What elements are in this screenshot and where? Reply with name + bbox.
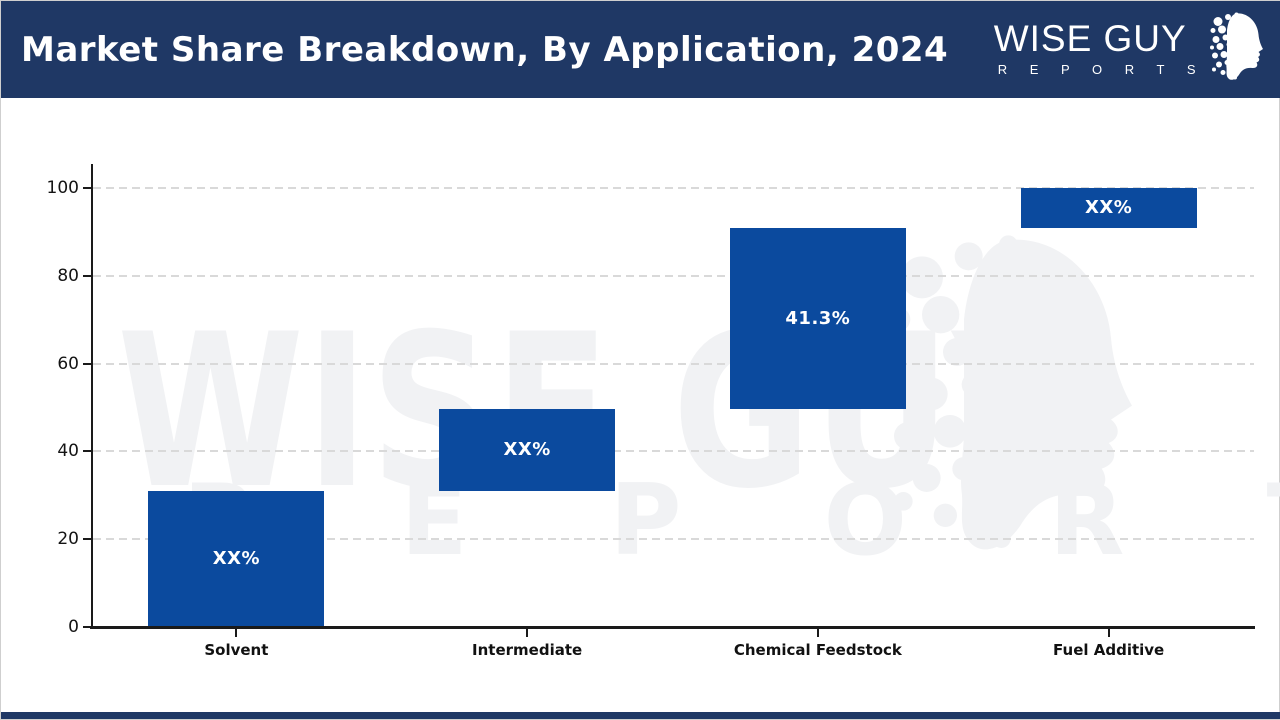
gridline-20 — [93, 538, 1254, 541]
y-tick-80 — [83, 274, 91, 277]
x-tick-2 — [816, 629, 819, 637]
bar-fuel-additive: XX% — [1020, 188, 1197, 228]
y-tick-40 — [83, 450, 91, 453]
x-category-label: Intermediate — [472, 641, 583, 659]
y-tick-label-100: 100 — [46, 178, 79, 198]
footer-bar — [1, 712, 1280, 719]
chart-area: WISE GUY R E P O R T S 020406080100XX%So… — [1, 98, 1280, 714]
bar-value-label: XX% — [1084, 197, 1133, 219]
header-banner: Market Share Breakdown, By Application, … — [1, 1, 1280, 98]
y-tick-0 — [83, 626, 91, 628]
x-category-label: Solvent — [204, 641, 269, 659]
y-tick-20 — [83, 538, 91, 541]
x-tick-0 — [235, 629, 238, 637]
y-tick-60 — [83, 362, 91, 365]
logo-reports-text: R E P O R T S — [997, 61, 1205, 77]
y-tick-100 — [83, 187, 91, 189]
y-tick-label-40: 40 — [57, 441, 79, 462]
gridline-40 — [93, 450, 1254, 453]
x-category-label: Chemical Feedstock — [733, 641, 902, 659]
gridline-60 — [93, 362, 1254, 365]
wiseguy-head-icon — [1210, 12, 1263, 80]
y-tick-label-0: 0 — [68, 617, 79, 637]
bar-intermediate: XX% — [439, 408, 616, 491]
watermark-head-icon — [884, 235, 1132, 550]
bar-value-label: XX% — [212, 548, 261, 570]
x-category-label: Fuel Additive — [1053, 641, 1165, 659]
bar-value-label: XX% — [503, 439, 551, 461]
y-axis-line — [91, 164, 93, 629]
chart-title: Market Share Breakdown, By Application, … — [21, 30, 949, 70]
gridline-100 — [93, 187, 1254, 189]
logo-wordmark-block: WISE GUY R E P O R T S — [993, 18, 1205, 77]
gridline-80 — [93, 274, 1254, 277]
x-tick-3 — [1107, 629, 1110, 637]
y-tick-label-60: 60 — [57, 353, 79, 374]
y-tick-label-20: 20 — [57, 529, 79, 550]
wiseguy-logo: WISE GUY R E P O R T S — [994, 9, 1269, 87]
bar-value-label: 41.3% — [785, 307, 851, 329]
bar-chemical-feedstock: 41.3% — [729, 227, 906, 409]
logo-wordmark: WISE GUY — [993, 18, 1187, 60]
bar-solvent: XX% — [148, 490, 325, 627]
x-axis-line — [90, 626, 1255, 629]
x-tick-1 — [526, 629, 529, 637]
y-tick-label-80: 80 — [57, 265, 79, 286]
